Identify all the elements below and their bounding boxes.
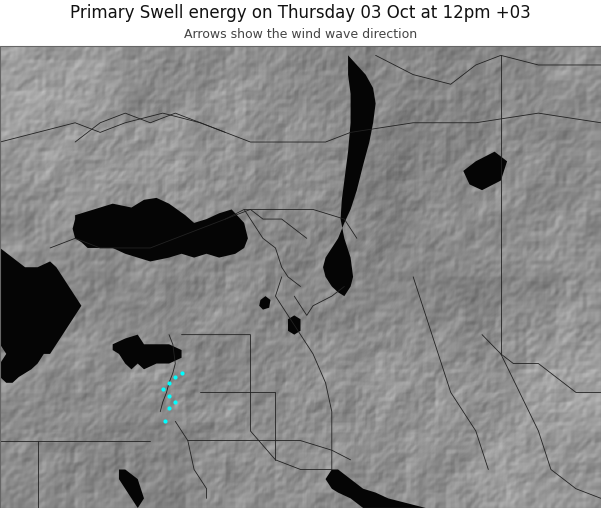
Text: Arrows show the wind wave direction: Arrows show the wind wave direction: [184, 28, 417, 41]
Point: [160, 417, 170, 425]
Point: [177, 369, 186, 377]
Polygon shape: [119, 469, 144, 508]
Polygon shape: [259, 296, 270, 309]
Text: Primary Swell energy on Thursday 03 Oct at 12pm +03: Primary Swell energy on Thursday 03 Oct …: [70, 4, 531, 22]
Point: [171, 398, 180, 406]
Polygon shape: [323, 55, 376, 296]
Point: [164, 379, 174, 387]
Polygon shape: [113, 335, 182, 369]
Polygon shape: [463, 152, 507, 190]
Polygon shape: [0, 248, 81, 383]
Polygon shape: [73, 198, 248, 262]
Point: [164, 404, 174, 412]
Polygon shape: [288, 315, 300, 335]
Point: [171, 373, 180, 381]
Point: [158, 385, 168, 393]
Polygon shape: [326, 469, 438, 508]
Point: [164, 392, 174, 400]
